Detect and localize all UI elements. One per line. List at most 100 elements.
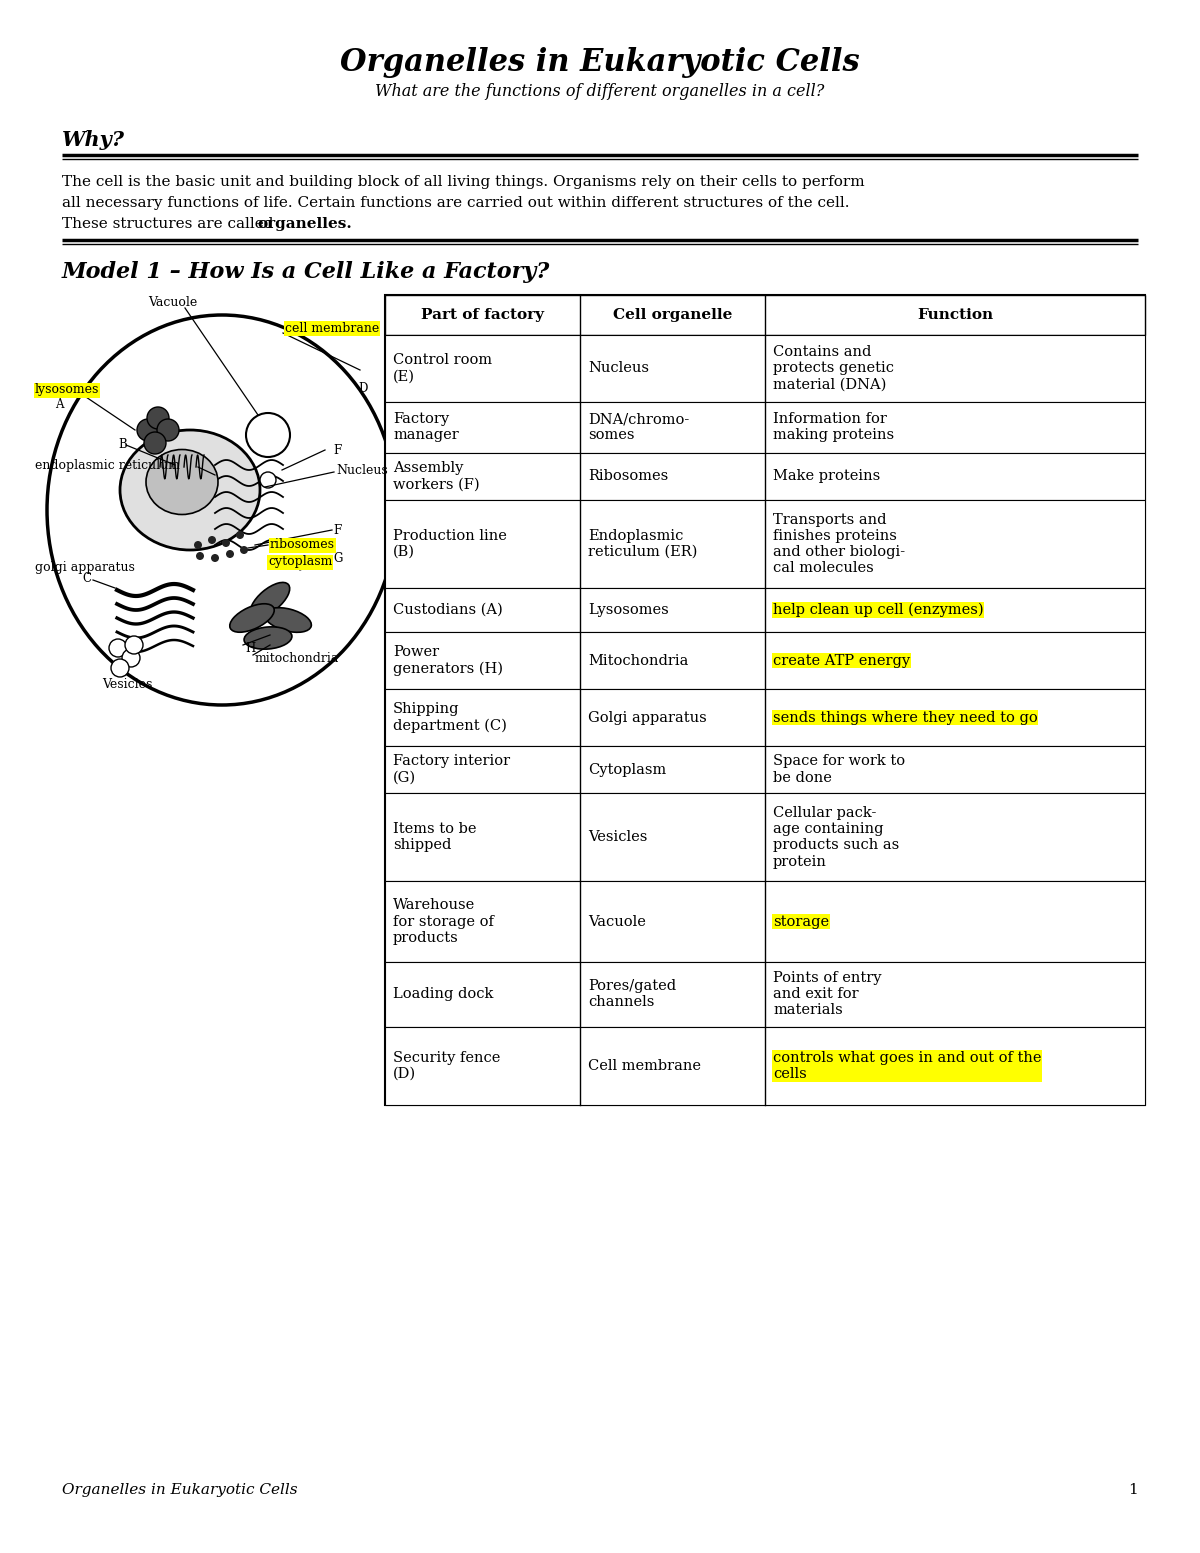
Ellipse shape xyxy=(146,449,218,514)
Circle shape xyxy=(240,547,248,554)
Text: Production line
(B): Production line (B) xyxy=(394,530,506,559)
Text: Model 1 – How Is a Cell Like a Factory?: Model 1 – How Is a Cell Like a Factory? xyxy=(62,261,551,283)
Text: Vacuole: Vacuole xyxy=(588,915,646,929)
Text: Transports and
finishes proteins
and other biologi-
cal molecules: Transports and finishes proteins and oth… xyxy=(773,512,905,575)
Circle shape xyxy=(157,419,179,441)
Text: DNA/chromo-
somes: DNA/chromo- somes xyxy=(588,412,689,443)
Text: The cell is the basic unit and building block of all living things. Organisms re: The cell is the basic unit and building … xyxy=(62,175,865,189)
Text: Cell membrane: Cell membrane xyxy=(588,1059,701,1073)
Text: endoplasmic reticulum: endoplasmic reticulum xyxy=(35,458,180,472)
Text: Space for work to
be done: Space for work to be done xyxy=(773,755,905,784)
Bar xyxy=(385,961,1145,1027)
Text: B: B xyxy=(118,438,127,452)
Text: C: C xyxy=(82,572,91,584)
Text: Assembly
workers (F): Assembly workers (F) xyxy=(394,461,480,491)
Text: F: F xyxy=(334,444,341,457)
Circle shape xyxy=(137,419,158,441)
Text: Pores/gated
channels: Pores/gated channels xyxy=(588,978,676,1009)
Text: controls what goes in and out of the
cells: controls what goes in and out of the cel… xyxy=(773,1051,1042,1081)
Circle shape xyxy=(112,658,130,677)
Text: Custodians (A): Custodians (A) xyxy=(394,603,503,617)
Bar xyxy=(385,882,1145,961)
Circle shape xyxy=(226,550,234,558)
Text: create ATP energy: create ATP energy xyxy=(773,654,910,668)
Ellipse shape xyxy=(229,604,275,632)
Text: Control room
(E): Control room (E) xyxy=(394,353,492,384)
Text: Vacuole: Vacuole xyxy=(148,297,197,309)
Circle shape xyxy=(260,472,276,488)
Text: Mitochondria: Mitochondria xyxy=(588,654,689,668)
Text: Vesicles: Vesicles xyxy=(588,831,647,845)
Text: Shipping
department (C): Shipping department (C) xyxy=(394,702,506,733)
Circle shape xyxy=(246,413,290,457)
Text: cell membrane: cell membrane xyxy=(286,321,379,334)
Ellipse shape xyxy=(244,627,292,649)
Text: Security fence
(D): Security fence (D) xyxy=(394,1051,500,1081)
Bar xyxy=(385,295,1145,1106)
Bar xyxy=(385,402,1145,453)
Text: Golgi apparatus: Golgi apparatus xyxy=(588,711,707,725)
Text: all necessary functions of life. Certain functions are carried out within differ: all necessary functions of life. Certain… xyxy=(62,196,850,210)
Circle shape xyxy=(144,432,166,453)
Text: lysosomes: lysosomes xyxy=(35,384,100,396)
Text: Why?: Why? xyxy=(62,130,125,151)
Text: help clean up cell (enzymes): help clean up cell (enzymes) xyxy=(773,603,984,618)
Circle shape xyxy=(211,554,220,562)
Text: F: F xyxy=(334,523,341,536)
Text: Power
generators (H): Power generators (H) xyxy=(394,646,503,676)
Circle shape xyxy=(148,407,169,429)
Text: Nucleus: Nucleus xyxy=(588,362,649,376)
Circle shape xyxy=(122,649,140,666)
Text: H: H xyxy=(245,641,256,654)
Text: Function: Function xyxy=(917,307,994,321)
Text: Factory interior
(G): Factory interior (G) xyxy=(394,755,510,784)
Text: Organelles in Eukaryotic Cells: Organelles in Eukaryotic Cells xyxy=(340,47,860,78)
Text: Information for
making proteins: Information for making proteins xyxy=(773,412,894,443)
Text: Items to be
shipped: Items to be shipped xyxy=(394,822,476,853)
Circle shape xyxy=(125,637,143,654)
Bar xyxy=(385,500,1145,589)
Circle shape xyxy=(196,551,204,561)
Text: D: D xyxy=(358,382,367,394)
Text: Contains and
protects genetic
material (DNA): Contains and protects genetic material (… xyxy=(773,345,894,391)
Ellipse shape xyxy=(251,582,289,618)
Bar xyxy=(385,794,1145,882)
Text: Make proteins: Make proteins xyxy=(773,469,881,483)
Text: Nucleus: Nucleus xyxy=(336,463,388,477)
Ellipse shape xyxy=(265,607,311,632)
Circle shape xyxy=(208,536,216,544)
Bar xyxy=(385,632,1145,690)
Circle shape xyxy=(222,539,230,547)
Bar xyxy=(385,589,1145,632)
Text: Endoplasmic
reticulum (ER): Endoplasmic reticulum (ER) xyxy=(588,530,697,559)
Bar xyxy=(385,453,1145,500)
Text: Organelles in Eukaryotic Cells: Organelles in Eukaryotic Cells xyxy=(62,1483,298,1497)
Ellipse shape xyxy=(120,430,260,550)
Text: Factory
manager: Factory manager xyxy=(394,412,458,443)
Text: Points of entry
and exit for
materials: Points of entry and exit for materials xyxy=(773,971,882,1017)
Text: sends things where they need to go: sends things where they need to go xyxy=(773,711,1038,725)
Bar xyxy=(385,745,1145,794)
Text: Lysosomes: Lysosomes xyxy=(588,603,668,617)
Text: Cytoplasm: Cytoplasm xyxy=(588,763,666,776)
Text: Part of factory: Part of factory xyxy=(421,307,544,321)
Circle shape xyxy=(236,531,244,539)
Text: These structures are called: These structures are called xyxy=(62,217,278,231)
Text: Loading dock: Loading dock xyxy=(394,988,493,1002)
Text: A: A xyxy=(55,399,64,412)
Text: Ribosomes: Ribosomes xyxy=(588,469,668,483)
Circle shape xyxy=(109,638,127,657)
Text: Cell organelle: Cell organelle xyxy=(613,307,732,321)
Bar xyxy=(385,295,1145,335)
Text: 1: 1 xyxy=(1128,1483,1138,1497)
Text: organelles.: organelles. xyxy=(257,217,352,231)
Text: What are the functions of different organelles in a cell?: What are the functions of different orga… xyxy=(376,84,824,101)
Text: golgi apparatus: golgi apparatus xyxy=(35,562,134,575)
Text: storage: storage xyxy=(773,915,829,929)
Text: cytoplasm: cytoplasm xyxy=(268,556,332,568)
Bar xyxy=(385,335,1145,402)
Text: G: G xyxy=(334,551,342,564)
Bar xyxy=(385,1027,1145,1106)
Text: mitochondria: mitochondria xyxy=(256,652,340,665)
Circle shape xyxy=(194,540,202,550)
